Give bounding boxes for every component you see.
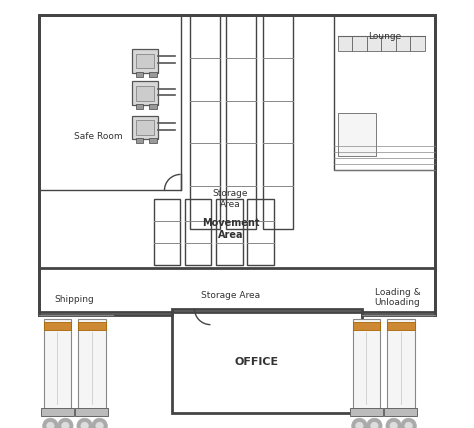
Bar — [384, 408, 417, 416]
Bar — [132, 81, 158, 105]
Bar — [39, 15, 435, 312]
Text: Shipping: Shipping — [55, 295, 94, 304]
Bar — [337, 36, 352, 51]
Text: Storage
Area: Storage Area — [213, 189, 248, 209]
Bar — [263, 15, 292, 229]
Bar — [154, 199, 180, 265]
Circle shape — [58, 418, 73, 428]
Bar — [367, 36, 381, 51]
Circle shape — [81, 422, 89, 428]
Bar — [136, 120, 155, 135]
Bar — [353, 319, 380, 409]
Bar — [132, 116, 158, 139]
Text: Loading &
Unloading: Loading & Unloading — [374, 288, 420, 307]
Bar — [387, 319, 415, 409]
Bar — [350, 408, 383, 416]
Bar — [39, 15, 181, 190]
Bar — [216, 199, 243, 265]
Circle shape — [386, 418, 401, 428]
Circle shape — [352, 418, 367, 428]
Circle shape — [401, 418, 416, 428]
Bar — [149, 104, 157, 109]
Circle shape — [405, 422, 412, 428]
Bar — [190, 15, 220, 229]
Bar — [149, 138, 157, 143]
Circle shape — [371, 422, 378, 428]
Circle shape — [356, 422, 363, 428]
Bar — [247, 199, 274, 265]
Circle shape — [390, 422, 398, 428]
Bar — [136, 72, 143, 77]
Bar — [352, 36, 367, 51]
Bar — [136, 86, 155, 101]
Bar — [136, 138, 143, 143]
Bar — [334, 15, 435, 170]
Circle shape — [77, 418, 92, 428]
Bar — [396, 36, 410, 51]
Circle shape — [92, 418, 107, 428]
Bar — [387, 322, 415, 330]
Text: Safe Room: Safe Room — [73, 132, 122, 142]
Bar — [172, 309, 362, 413]
Text: Lounge: Lounge — [368, 32, 401, 41]
Bar — [337, 113, 376, 156]
Circle shape — [43, 418, 58, 428]
Circle shape — [367, 418, 382, 428]
Circle shape — [46, 422, 54, 428]
Text: Movement
Area: Movement Area — [202, 218, 259, 240]
Bar — [75, 408, 108, 416]
Bar — [381, 36, 396, 51]
Bar — [136, 104, 143, 109]
Circle shape — [62, 422, 69, 428]
Bar — [39, 15, 435, 268]
Bar — [44, 322, 72, 330]
Bar — [44, 319, 72, 409]
Bar — [149, 72, 157, 77]
Bar — [136, 54, 155, 68]
Bar — [41, 408, 74, 416]
Bar — [226, 15, 256, 229]
Bar — [78, 322, 106, 330]
Bar — [353, 322, 380, 330]
Bar — [410, 36, 425, 51]
Circle shape — [96, 422, 103, 428]
Text: OFFICE: OFFICE — [234, 357, 278, 367]
Bar — [132, 49, 158, 73]
Bar — [78, 319, 106, 409]
Text: Storage Area: Storage Area — [201, 291, 260, 300]
Bar — [185, 199, 211, 265]
